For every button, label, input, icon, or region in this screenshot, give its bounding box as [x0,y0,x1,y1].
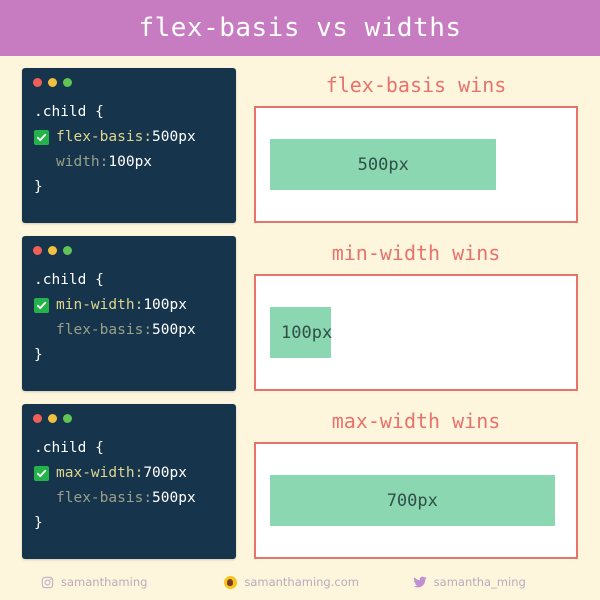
code-line-declaration: max-width : 700px [34,461,236,486]
demo-container: 500px [254,106,578,223]
code-line-declaration: flex-basis : 500px [34,486,236,511]
check-icon [34,466,49,481]
check-icon [34,130,49,145]
comparison-row: .child { max-width : 700px [22,404,578,561]
css-value: 100px [143,297,187,313]
css-closing-brace: } [34,179,43,195]
window-close-dot[interactable] [33,78,42,87]
window-close-dot[interactable] [33,414,42,423]
page-title: flex-basis vs widths [138,13,462,43]
css-value: 500px [152,490,196,506]
window-maximize-dot[interactable] [63,78,72,87]
code-line-declaration: min-width : 100px [34,293,236,318]
css-property: max-width [56,465,135,481]
code-line-brace: } [34,511,236,536]
demo-container: 100px [254,274,578,391]
code-card: .child { max-width : 700px [22,404,236,559]
css-separator: : [143,322,153,338]
css-selector: .child { [34,440,104,456]
instagram-icon [40,575,54,589]
window-controls [22,245,236,256]
css-separator: : [143,490,153,506]
window-controls [22,413,236,424]
css-selector: .child { [34,104,104,120]
comparison-row: .child { flex-basis : 500px [22,68,578,225]
demo-panel: flex-basis wins 500px [254,68,578,223]
demo-title: max-width wins [331,409,501,433]
css-separator: : [143,129,153,145]
code-line-declaration: width : 100px [34,150,236,175]
demo-panel: max-width wins 700px [254,404,578,559]
css-property: width [56,154,100,170]
code-line-selector: .child { [34,100,236,125]
header-bar: flex-basis vs widths [0,0,600,56]
css-property: min-width [56,297,135,313]
code-body: .child { max-width : 700px [22,424,236,536]
footer-link-instagram[interactable]: samanthaming [14,575,213,589]
website-avatar-icon [223,575,237,589]
code-line-brace: } [34,175,236,200]
css-property: flex-basis [56,490,144,506]
demo-title: flex-basis wins [325,73,507,97]
css-value: 700px [143,465,187,481]
css-value: 500px [152,322,196,338]
window-controls [22,77,236,88]
content-area: .child { flex-basis : 500px [0,56,600,564]
window-maximize-dot[interactable] [63,246,72,255]
code-line-brace: } [34,343,236,368]
css-closing-brace: } [34,347,43,363]
window-minimize-dot[interactable] [48,78,57,87]
demo-title: min-width wins [331,241,501,265]
css-separator: : [134,465,144,481]
css-selector: .child { [34,272,104,288]
footer-link-website[interactable]: samanthaming.com [213,575,396,589]
window-maximize-dot[interactable] [63,414,72,423]
code-line-declaration: flex-basis : 500px [34,125,236,150]
code-line-selector: .child { [34,436,236,461]
code-body: .child { min-width : 100px [22,256,236,368]
twitter-icon [413,575,427,589]
footer-label: samantha_ming [433,575,526,589]
comparison-row: .child { min-width : 100px [22,236,578,393]
window-close-dot[interactable] [33,246,42,255]
code-line-selector: .child { [34,268,236,293]
demo-bar: 100px [270,307,332,358]
css-value: 500px [152,129,196,145]
code-line-declaration: flex-basis : 500px [34,318,236,343]
window-minimize-dot[interactable] [48,414,57,423]
footer-link-twitter[interactable]: samantha_ming [397,575,586,589]
code-body: .child { flex-basis : 500px [22,88,236,200]
css-property: flex-basis [56,322,144,338]
demo-container: 700px [254,442,578,559]
code-card: .child { min-width : 100px [22,236,236,391]
window-minimize-dot[interactable] [48,246,57,255]
check-icon [34,298,49,313]
css-value: 100px [108,154,153,170]
css-closing-brace: } [34,515,43,531]
code-card: .child { flex-basis : 500px [22,68,236,223]
demo-bar: 700px [270,475,555,526]
demo-bar: 500px [270,139,497,190]
css-separator: : [134,297,144,313]
footer-bar: samanthaming samanthaming.com samantha_m… [0,564,600,600]
css-separator: : [99,154,109,170]
css-property: flex-basis [56,129,144,145]
footer-label: samanthaming [61,575,148,589]
footer-label: samanthaming.com [244,575,359,589]
demo-panel: min-width wins 100px [254,236,578,391]
